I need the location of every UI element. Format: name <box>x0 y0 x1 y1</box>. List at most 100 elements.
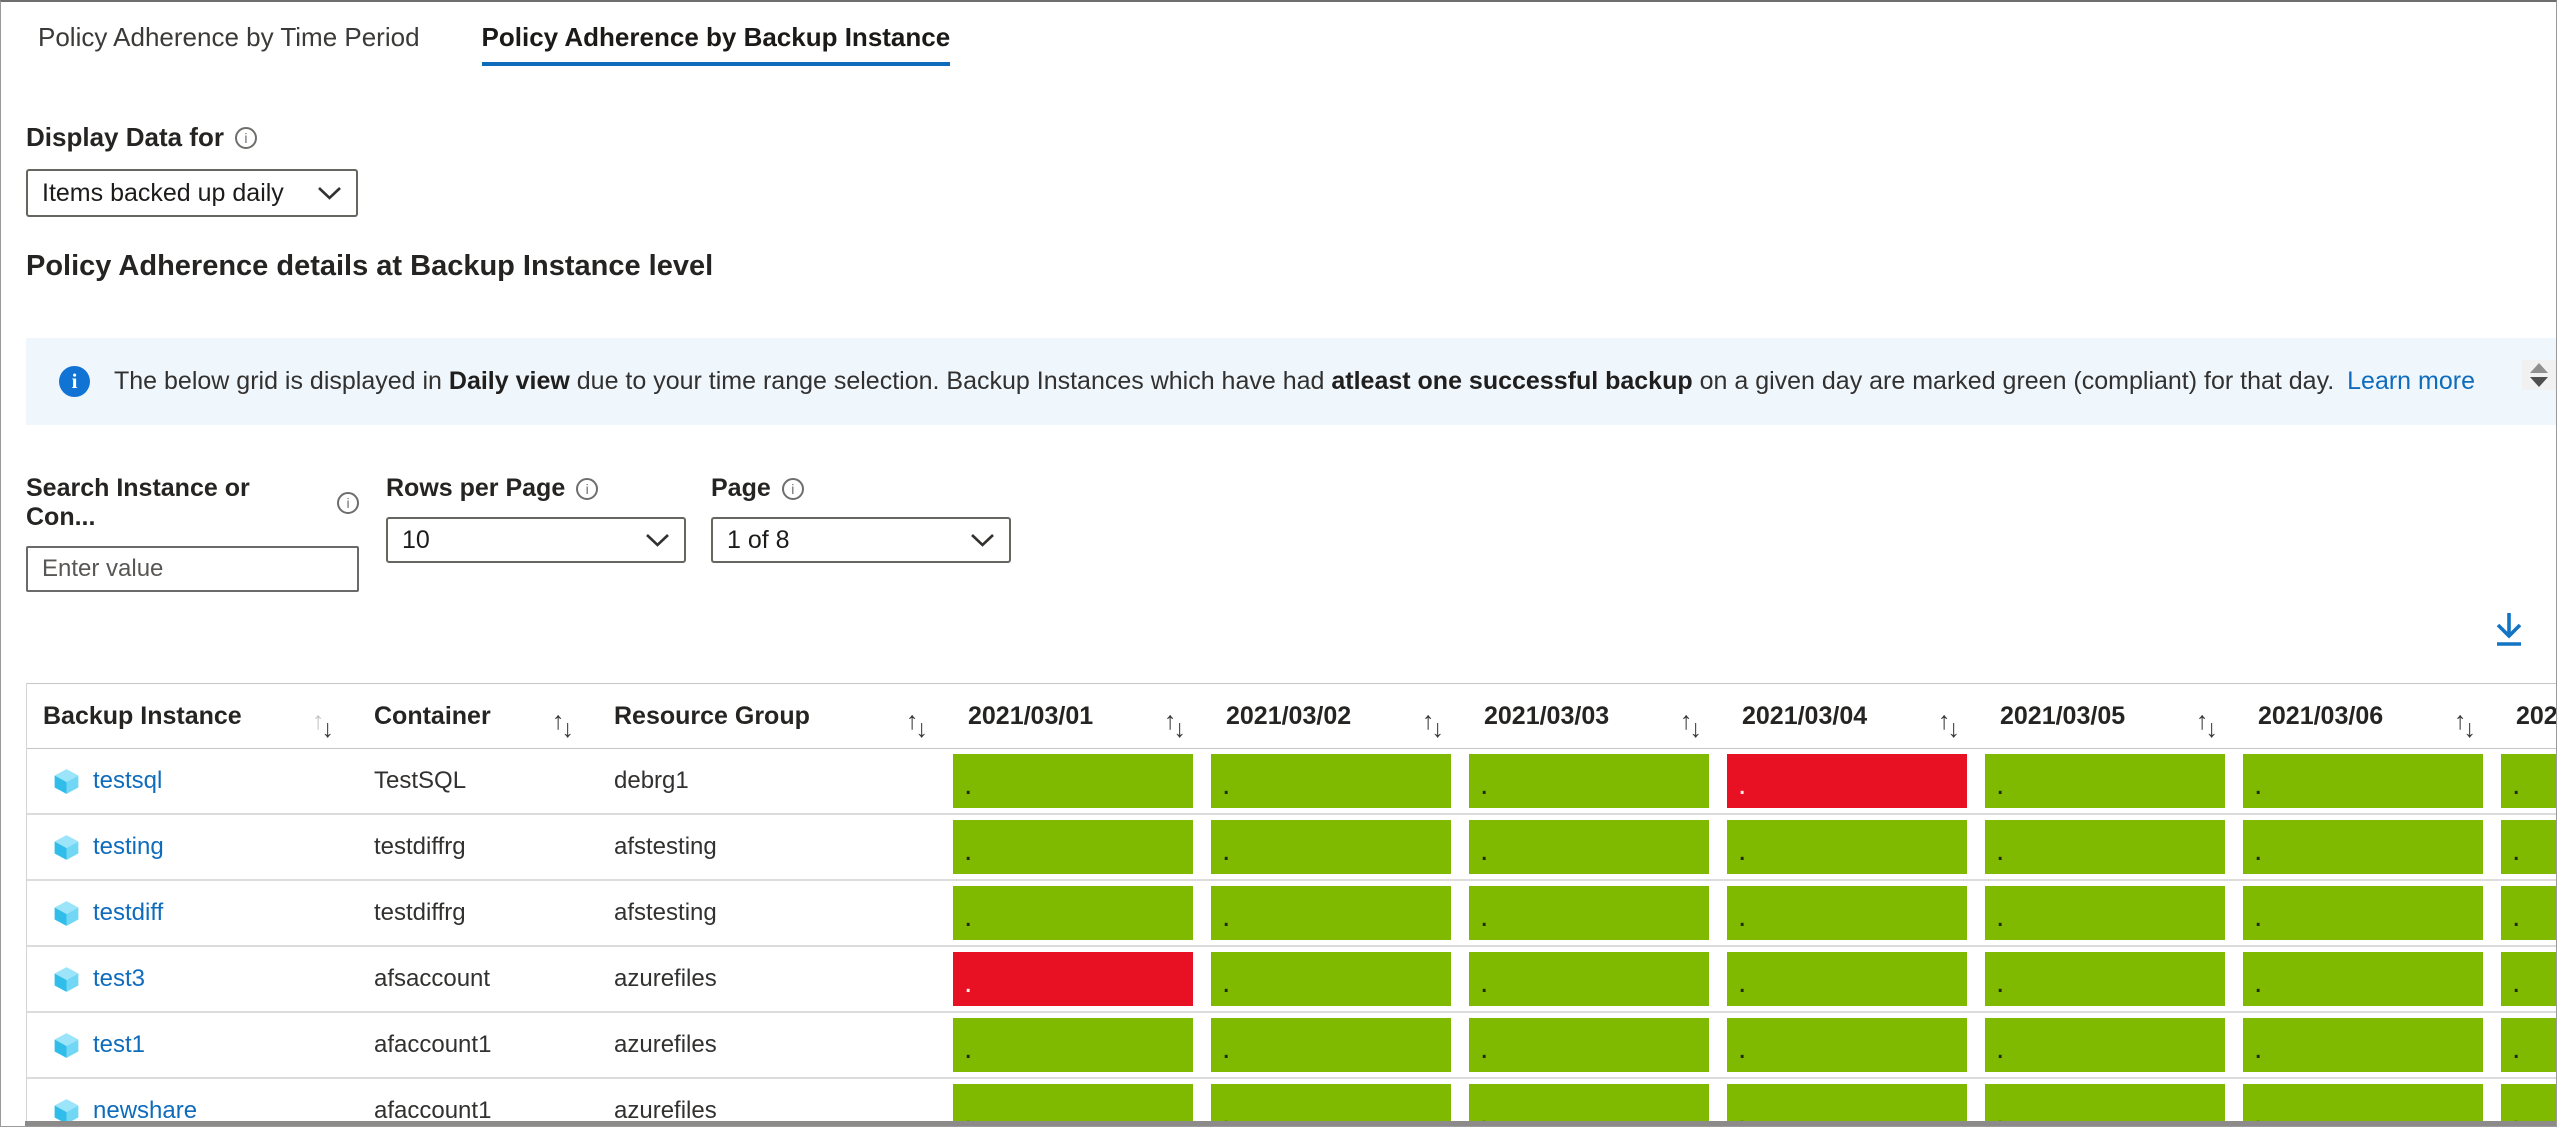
status-compliant: . <box>953 1018 1193 1072</box>
status-compliant: . <box>1469 952 1709 1006</box>
column-header-resource-group[interactable]: Resource Group ↑ ↓ <box>598 684 952 748</box>
sort-arrows-icon[interactable]: ↑ ↓ <box>1680 704 1702 741</box>
learn-more-link[interactable]: Learn more <box>2347 367 2475 395</box>
scroll-spinner[interactable] <box>2522 360 2556 390</box>
column-label: Backup Instance <box>43 701 242 730</box>
status-cell: . <box>2242 749 2500 813</box>
status-compliant: . <box>2243 886 2483 940</box>
display-data-field: Display Data for i Items backed up daily <box>26 122 358 217</box>
sort-arrows-icon[interactable]: ↑ ↓ <box>552 704 574 741</box>
status-compliant: . <box>1469 886 1709 940</box>
status-cell: . <box>1468 881 1726 945</box>
instance-link[interactable]: testdiff <box>93 899 164 926</box>
info-icon[interactable]: i <box>234 126 257 149</box>
filter-bar: Search Instance or Con... i Rows per Pag… <box>26 474 1011 592</box>
status-cell: . <box>1468 815 1726 879</box>
sort-arrows-icon[interactable]: ↑ ↓ <box>2196 704 2218 741</box>
status-compliant: . <box>1985 886 2225 940</box>
status-compliant: . <box>2243 952 2483 1006</box>
tab-policy-adherence-by-time-period[interactable]: Policy Adherence by Time Period <box>38 22 420 52</box>
banner-text-segment: Daily view <box>448 367 570 395</box>
status-compliant: . <box>1727 952 1967 1006</box>
status-cell: . <box>1210 1013 1468 1077</box>
sort-arrows-icon[interactable]: ↑ ↓ <box>906 704 928 741</box>
resource-group-cell: afstesting <box>614 833 717 860</box>
column-header-date-2021-03-05[interactable]: 2021/03/05 ↑ ↓ <box>1984 684 2242 748</box>
chevron-down-icon <box>971 533 994 547</box>
download-button[interactable] <box>2485 606 2533 656</box>
status-cell: . <box>2242 815 2500 879</box>
status-compliant: . <box>2501 1084 2556 1126</box>
search-input[interactable] <box>26 546 359 592</box>
banner-text-segment: The below grid is displayed in <box>114 367 449 395</box>
container-cell: afaccount1 <box>374 1031 492 1058</box>
instance-link[interactable]: testing <box>93 833 164 860</box>
column-header-date-2021-03-06[interactable]: 2021/03/06 ↑ ↓ <box>2242 684 2500 748</box>
status-cell: . <box>1468 1013 1726 1077</box>
sort-arrows-icon[interactable]: ↑ ↓ <box>312 704 334 741</box>
column-header-container[interactable]: Container ↑ ↓ <box>358 684 598 748</box>
status-compliant: . <box>2243 1084 2483 1126</box>
table-row: newshare afaccount1 azurefiles....... <box>27 1079 2556 1126</box>
container-cell: testdiffrg <box>374 899 466 926</box>
status-cell: . <box>1468 749 1726 813</box>
status-compliant: . <box>1985 754 2225 808</box>
instance-link[interactable]: newshare <box>93 1097 198 1124</box>
sort-down-icon: ↓ <box>1431 714 1445 743</box>
instance-link[interactable]: test3 <box>93 965 146 992</box>
status-compliant: . <box>1211 820 1451 874</box>
column-header-date-2021-03-03[interactable]: 2021/03/03 ↑ ↓ <box>1468 684 1726 748</box>
status-compliant: . <box>1469 754 1709 808</box>
scroll-up-icon[interactable] <box>2530 363 2548 373</box>
backup-instance-cube-icon <box>54 1098 79 1124</box>
info-icon[interactable]: i <box>337 492 359 514</box>
sort-up-icon: ↑ <box>906 706 919 735</box>
tab-policy-adherence-by-backup-instance[interactable]: Policy Adherence by Backup Instance <box>481 22 951 66</box>
rows-per-page-dropdown[interactable]: 10 <box>386 517 686 563</box>
status-compliant: . <box>2243 754 2483 808</box>
status-compliant: . <box>2501 952 2556 1006</box>
sort-arrows-icon[interactable]: ↑ ↓ <box>1938 704 1960 741</box>
column-label: Container <box>374 701 491 730</box>
container-cell: testdiffrg <box>374 833 466 860</box>
resource-group-cell: afstesting <box>614 899 717 926</box>
instance-link[interactable]: test1 <box>93 1031 146 1058</box>
resource-group-cell: azurefiles <box>614 1031 717 1058</box>
status-compliant: . <box>1469 1018 1709 1072</box>
sort-arrows-icon[interactable]: ↑ ↓ <box>1422 704 1444 741</box>
info-icon[interactable]: i <box>576 477 599 500</box>
page-dropdown[interactable]: 1 of 8 <box>711 517 1011 563</box>
column-header-date-2021-03-01[interactable]: 2021/03/01 ↑ ↓ <box>952 684 1210 748</box>
status-non-compliant: . <box>953 952 1193 1006</box>
page-filter: Page i 1 of 8 <box>711 474 1011 592</box>
instance-cell: newshare <box>27 1079 358 1126</box>
backup-instance-cube-icon <box>54 900 79 926</box>
column-label: 2021/03/03 <box>1484 701 1610 730</box>
status-compliant: . <box>1727 820 1967 874</box>
backup-instance-cube-icon <box>54 768 79 794</box>
column-label: 2021/03/04 <box>1742 701 1868 730</box>
scroll-down-icon[interactable] <box>2530 377 2548 387</box>
sort-arrows-icon[interactable]: ↑ ↓ <box>2454 704 2476 741</box>
column-header-date-2021-03-07[interactable]: 2021/03/07↑↓ <box>2500 684 2556 748</box>
status-compliant: . <box>953 754 1193 808</box>
status-cell: . <box>1726 947 1984 1011</box>
sort-up-icon: ↑ <box>2196 706 2209 735</box>
sort-up-icon: ↑ <box>1422 706 1435 735</box>
instance-link[interactable]: testsql <box>93 767 163 794</box>
status-compliant: . <box>2501 754 2556 808</box>
horizontal-scrollbar[interactable] <box>25 1121 2556 1126</box>
display-data-dropdown[interactable]: Items backed up daily <box>26 169 358 217</box>
status-cell: . <box>1210 1079 1468 1126</box>
banner-message: The below grid is displayed in Daily vie… <box>114 367 2475 396</box>
sort-arrows-icon[interactable]: ↑ ↓ <box>1164 704 1186 741</box>
status-compliant: . <box>1469 820 1709 874</box>
sort-down-icon: ↓ <box>2205 714 2219 743</box>
info-icon[interactable]: i <box>781 477 804 500</box>
status-cell: . <box>2500 1079 2556 1126</box>
instance-cell: testing <box>27 815 358 879</box>
column-header-backup-instance[interactable]: Backup Instance ↑ ↓ <box>27 684 358 748</box>
column-header-date-2021-03-04[interactable]: 2021/03/04 ↑ ↓ <box>1726 684 1984 748</box>
column-header-date-2021-03-02[interactable]: 2021/03/02 ↑ ↓ <box>1210 684 1468 748</box>
status-cell: . <box>2242 1013 2500 1077</box>
